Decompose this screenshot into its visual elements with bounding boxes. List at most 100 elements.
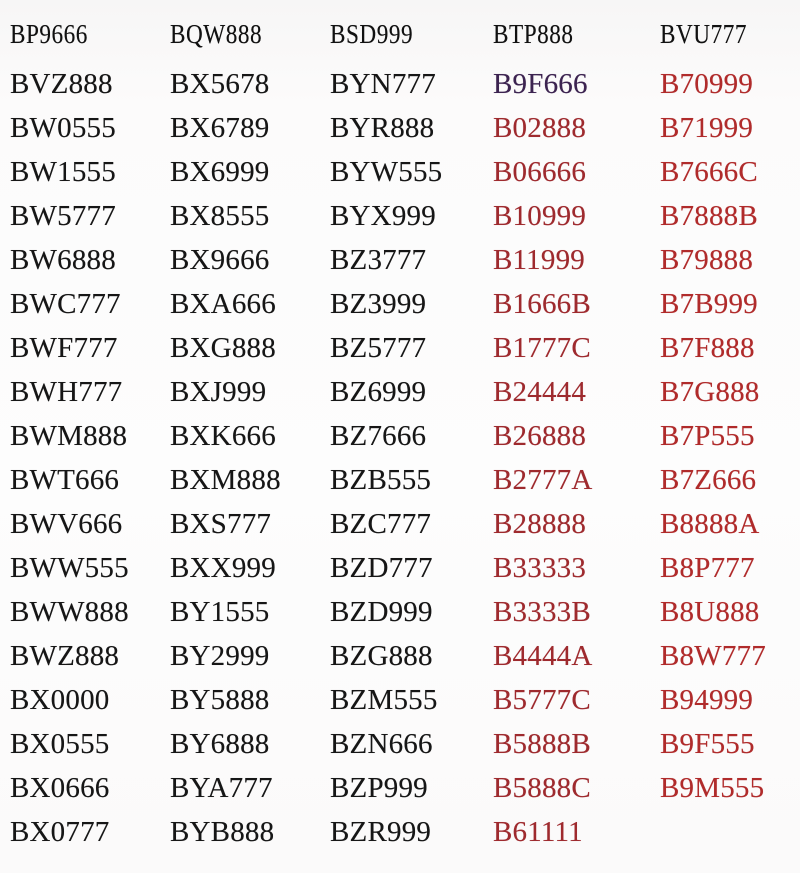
plate-number-cell[interactable]: BWM888	[10, 420, 128, 452]
plate-number-cell[interactable]: B9F555	[660, 728, 755, 760]
plate-number-cell[interactable]: BXM888	[170, 464, 281, 496]
plate-number-cell[interactable]: BYW555	[330, 156, 443, 188]
plate-number-cell[interactable]: B9F666	[493, 68, 588, 100]
plate-number-cell[interactable]: BYB888	[170, 816, 275, 848]
plate-number-cell[interactable]: B02888	[493, 112, 587, 144]
plate-number-cell[interactable]: B7Z666	[660, 464, 757, 496]
plate-number-cell[interactable]: BY6888	[170, 728, 270, 760]
plate-number-cell[interactable]: BZG888	[330, 640, 433, 672]
plate-number-cell[interactable]: B33333	[493, 552, 587, 584]
plate-number-cell[interactable]: BXS777	[170, 508, 272, 540]
plate-number-cell[interactable]: BZD777	[330, 552, 433, 584]
plate-number-cell[interactable]: B5888C	[493, 772, 591, 804]
plate-number-cell[interactable]: BZ3777	[330, 244, 427, 276]
plate-number-cell[interactable]: BX0000	[10, 684, 110, 716]
plate-number-cell[interactable]: B8P777	[660, 552, 755, 584]
plate-number-cell[interactable]: BXX999	[170, 552, 276, 584]
plate-number-cell[interactable]: B10999	[493, 200, 587, 232]
plate-number-cell[interactable]: BW1555	[10, 156, 116, 188]
plate-number-cell[interactable]: BZN666	[330, 728, 433, 760]
plate-number-cell[interactable]: BXJ999	[170, 376, 267, 408]
plate-number-cell[interactable]: BZB555	[330, 464, 432, 496]
plate-column-0: BP9666 BVZ888 BW0555 BW1555 BW5777 BW6888 BWC7…	[0, 6, 162, 854]
plate-number-cell[interactable]: BY2999	[170, 640, 270, 672]
plate-number-cell[interactable]: B26888	[493, 420, 587, 452]
plate-number-cell[interactable]: B06666	[493, 156, 587, 188]
plate-number-cell[interactable]: B11999	[493, 244, 585, 276]
plate-number-cell[interactable]: B61111	[493, 816, 583, 848]
plate-number-cell[interactable]: B24444	[493, 376, 587, 408]
plate-number-cell[interactable]: BX5678	[170, 68, 270, 100]
plate-number-cell[interactable]: BXK666	[170, 420, 276, 452]
plate-number-cell[interactable]: B1777C	[493, 332, 591, 364]
plate-number-header[interactable]: BQW888	[170, 19, 263, 49]
plate-number-cell[interactable]: B28888	[493, 508, 587, 540]
plate-number-cell[interactable]: B3333B	[493, 596, 591, 628]
plate-column-1: BQW888 BX5678 BX6789 BX6999 BX8555 BX9666 BXA6…	[162, 6, 322, 854]
plate-number-cell[interactable]: BZ3999	[330, 288, 427, 320]
plate-number-cell[interactable]: B79888	[660, 244, 754, 276]
plate-number-cell[interactable]: BX8555	[170, 200, 270, 232]
plate-number-cell[interactable]: B8888A	[660, 508, 760, 540]
plate-number-cell[interactable]: BX9666	[170, 244, 270, 276]
plate-number-cell[interactable]: B7P555	[660, 420, 755, 452]
plate-number-cell[interactable]: BW5777	[10, 200, 116, 232]
plate-number-cell[interactable]: B5777C	[493, 684, 591, 716]
plate-number-cell[interactable]: B9M555	[660, 772, 765, 804]
plate-number-cell[interactable]: BYN777	[330, 68, 436, 100]
plate-number-header[interactable]: BP9666	[10, 19, 88, 49]
plate-number-cell[interactable]: BZ6999	[330, 376, 427, 408]
plate-number-cell[interactable]: BYX999	[330, 200, 436, 232]
plate-number-cell[interactable]: BX0777	[10, 816, 110, 848]
plate-number-cell[interactable]: BWF777	[10, 332, 118, 364]
plate-number-cell[interactable]: BZC777	[330, 508, 432, 540]
plate-number-cell[interactable]: BX0666	[10, 772, 110, 804]
plate-number-cell[interactable]: BZR999	[330, 816, 432, 848]
plate-number-cell[interactable]: BXG888	[170, 332, 276, 364]
plate-number-cell[interactable]: BX6999	[170, 156, 270, 188]
plate-number-header[interactable]: BVU777	[660, 19, 747, 49]
plate-column-3: BTP888 B9F666 B02888 B06666 B10999 B11999 B166…	[487, 6, 652, 854]
plate-number-cell[interactable]: B8W777	[660, 640, 766, 672]
plate-number-cell[interactable]: BZ7666	[330, 420, 427, 452]
plate-number-cell[interactable]: B70999	[660, 68, 754, 100]
plate-number-header[interactable]: BSD999	[330, 19, 414, 49]
plate-number-cell[interactable]: BWC777	[10, 288, 121, 320]
plate-number-cell[interactable]: B7888B	[660, 200, 758, 232]
plate-number-cell[interactable]: BW0555	[10, 112, 116, 144]
plate-number-cell[interactable]: B94999	[660, 684, 754, 716]
plate-number-cell[interactable]: B7B999	[660, 288, 758, 320]
plate-number-cell[interactable]: B4444A	[493, 640, 593, 672]
plate-number-cell[interactable]: B1666B	[493, 288, 591, 320]
plate-number-cell[interactable]: BWV666	[10, 508, 123, 540]
plate-number-cell[interactable]: BWZ888	[10, 640, 120, 672]
plate-number-cell[interactable]: B8U888	[660, 596, 760, 628]
plate-number-cell[interactable]: BVZ888	[10, 68, 113, 100]
plate-number-cell[interactable]: BX6789	[170, 112, 270, 144]
plate-number-cell[interactable]: BZM555	[330, 684, 438, 716]
plate-number-cell[interactable]: BWW555	[10, 552, 129, 584]
plate-number-cell[interactable]: B5888B	[493, 728, 591, 760]
plate-number-header[interactable]: BTP888	[493, 19, 574, 49]
plate-number-cell[interactable]: BWT666	[10, 464, 120, 496]
plate-number-cell[interactable]: BZP999	[330, 772, 428, 804]
plate-number-cell[interactable]: B71999	[660, 112, 754, 144]
plate-number-cell[interactable]: BYA777	[170, 772, 273, 804]
plate-number-cell[interactable]: B7F888	[660, 332, 755, 364]
plate-column-2: BSD999 BYN777 BYR888 BYW555 BYX999 BZ3777 BZ39…	[322, 6, 487, 854]
plate-number-cell[interactable]: B2777A	[493, 464, 593, 496]
plate-number-cell[interactable]: BZ5777	[330, 332, 427, 364]
plate-number-cell[interactable]: BY1555	[170, 596, 270, 628]
plate-number-cell[interactable]: BYR888	[330, 112, 435, 144]
plate-number-cell[interactable]: B7666C	[660, 156, 758, 188]
plate-number-cell[interactable]: B7G888	[660, 376, 760, 408]
plate-number-cell	[660, 810, 800, 854]
plate-number-cell[interactable]: BXA666	[170, 288, 276, 320]
plate-number-cell[interactable]: BWW888	[10, 596, 129, 628]
plate-number-cell[interactable]: BZD999	[330, 596, 433, 628]
plate-number-cell[interactable]: BWH777	[10, 376, 123, 408]
plate-number-cell[interactable]: BY5888	[170, 684, 270, 716]
plate-number-cell[interactable]: BW6888	[10, 244, 116, 276]
plate-number-cell[interactable]: BX0555	[10, 728, 110, 760]
